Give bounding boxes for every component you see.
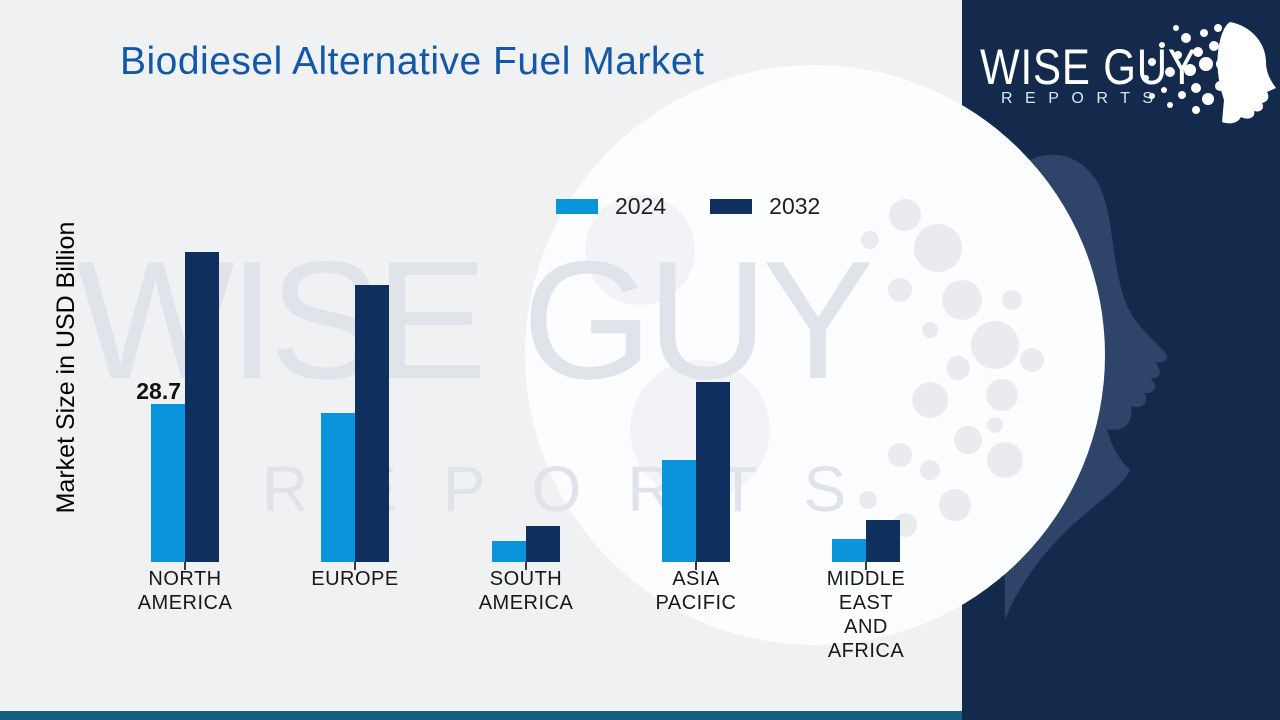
x-axis-label-south-america: SOUTH AMERICA [478,568,574,614]
legend-swatch-2024 [556,198,598,214]
logo-face-icon [1143,22,1276,124]
x-axis-label-europe: EUROPE [311,568,399,590]
bar-2024-south-america [492,541,526,562]
x-axis-tick-north-america [184,562,186,570]
chart-legend: 2024 2032 [556,192,820,220]
x-axis-tick-middle-east-and-africa [865,562,867,570]
x-axis-tick-asia-pacific [695,562,697,570]
data-label-28.7: 28.7 [136,378,181,404]
x-axis-tick-europe [354,562,356,570]
x-axis-label-asia-pacific: ASIA PACIFIC [655,568,737,614]
logo-wordmark: WISE GUY [980,39,1197,95]
bar-2024-europe [321,413,355,562]
y-axis-label: Market Size in USD Billion [52,221,80,514]
legend-swatch-2032 [710,198,753,214]
logo-subtitle: REPORTS [1001,90,1166,107]
legend-label-2024: 2024 [615,192,667,219]
chart-title: Biodiesel Alternative Fuel Market [120,40,705,83]
footer-accent-bar [0,711,962,720]
bar-2032-north-america [185,252,219,562]
bar-2024-north-america [151,404,185,562]
legend-label-2032: 2032 [769,192,821,219]
bar-2032-asia-pacific [696,381,730,562]
bar-2032-europe [355,285,389,562]
x-axis-label-north-america: NORTH AMERICA [137,568,233,614]
bar-2032-middle-east-and-africa [866,520,900,562]
bar-2032-south-america [526,526,560,562]
bar-2024-asia-pacific [662,460,696,562]
x-axis-tick-south-america [525,562,527,570]
bar-2024-middle-east-and-africa [832,538,866,562]
x-axis-label-middle-east-and-africa: MIDDLE EAST AND AFRICA [826,568,906,662]
